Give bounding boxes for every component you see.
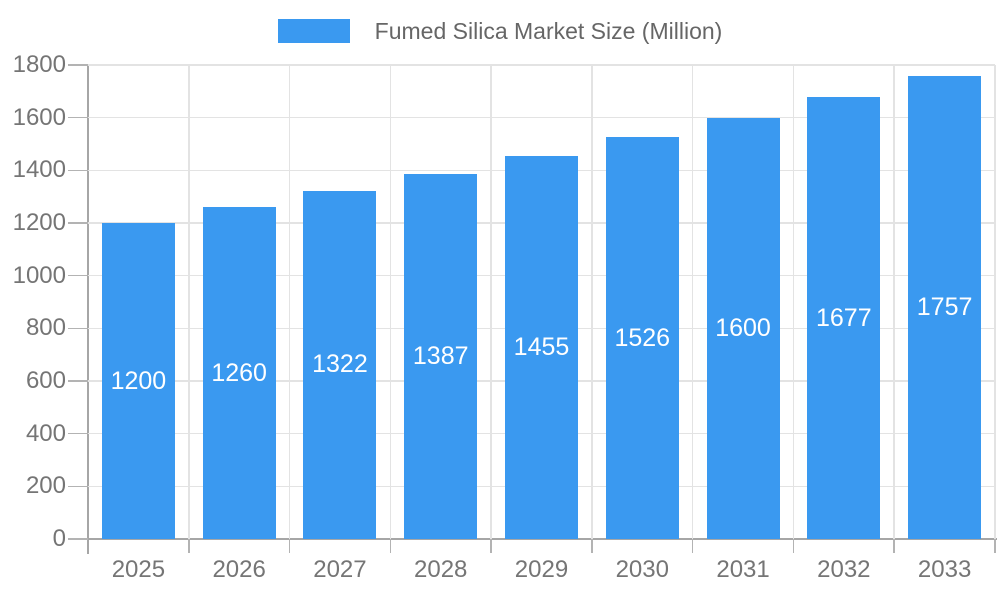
bar-2025[interactable] <box>101 223 175 539</box>
x-axis-label: 2033 <box>917 556 972 583</box>
x-axis-tick <box>994 539 996 553</box>
x-axis-label: 2029 <box>514 556 569 583</box>
y-axis-tick <box>68 327 88 330</box>
y-axis-tick <box>68 169 88 172</box>
x-axis-label: 2027 <box>313 556 367 583</box>
legend[interactable]: Fumed Silica Market Size (Million) <box>0 17 1000 44</box>
bar-2033[interactable] <box>908 76 982 539</box>
bar-value-label: 1526 <box>614 323 671 352</box>
bar-2029[interactable] <box>505 155 578 539</box>
bar-value-label: 1387 <box>412 341 469 370</box>
bar-value-label: 1677 <box>816 303 872 332</box>
x-axis-label: 2031 <box>716 556 770 583</box>
bar-2026[interactable] <box>202 207 276 539</box>
x-axis-label: 2032 <box>817 556 871 583</box>
x-gridline <box>288 65 291 539</box>
y-axis-tick <box>68 432 88 435</box>
x-axis-label: 2026 <box>212 556 266 583</box>
y-gridline <box>88 64 995 66</box>
y-axis-label: 0 <box>52 525 66 552</box>
plot-area: 0 200 400 600 800 1000 1200 1400 1600 1800 1200 202… <box>13 51 997 583</box>
x-gridline <box>792 65 795 539</box>
bar-value-label: 1260 <box>211 358 267 387</box>
x-axis-tick <box>591 539 593 553</box>
y-axis-tick <box>68 222 88 224</box>
bar-2027[interactable] <box>303 190 377 539</box>
x-gridline <box>490 65 492 539</box>
y-axis-tick <box>68 274 88 277</box>
x-gridline <box>691 65 694 539</box>
bar-2031[interactable] <box>706 117 780 539</box>
bar-2028[interactable] <box>404 173 478 539</box>
legend-label[interactable]: Fumed Silica Market Size (Million) <box>374 17 723 44</box>
legend-swatch[interactable] <box>277 19 350 43</box>
y-axis-tick <box>68 485 88 488</box>
x-gridline <box>893 65 895 539</box>
y-axis-tick <box>68 116 88 119</box>
x-axis-tick <box>691 539 694 553</box>
y-axis-label: 1400 <box>12 156 66 184</box>
bar-value-label: 1600 <box>715 313 771 342</box>
y-axis-tick <box>68 64 88 66</box>
x-axis-label: 2025 <box>111 556 166 583</box>
y-axis-label: 600 <box>25 367 66 394</box>
x-axis-label: 2028 <box>414 556 468 583</box>
x-gridline <box>994 65 996 539</box>
x-axis-tick <box>490 539 492 553</box>
y-axis-label: 1800 <box>12 51 66 78</box>
bar-value-label: 1200 <box>110 366 167 395</box>
bar-value-label: 1322 <box>312 350 368 379</box>
x-axis-tick <box>188 539 190 553</box>
y-axis-line <box>87 65 89 554</box>
y-axis-label: 1600 <box>12 103 66 131</box>
y-axis-label: 1000 <box>12 261 66 289</box>
y-gridline <box>88 116 995 119</box>
x-axis-tick <box>893 539 895 553</box>
y-axis-label: 200 <box>25 472 66 500</box>
y-axis-tick <box>68 538 88 540</box>
y-axis-tick <box>68 380 88 382</box>
x-axis-label: 2030 <box>615 556 669 583</box>
bar-value-label: 1757 <box>916 293 973 322</box>
x-gridline <box>389 65 392 539</box>
x-axis-line <box>68 538 997 540</box>
y-axis-label: 1200 <box>12 209 66 236</box>
y-axis-label: 800 <box>25 314 66 342</box>
y-axis-label: 400 <box>25 419 66 447</box>
x-gridline <box>591 65 593 539</box>
x-axis-tick <box>792 539 795 553</box>
bar-value-label: 1455 <box>513 332 570 361</box>
x-axis-tick <box>389 539 392 553</box>
x-gridline <box>188 65 190 539</box>
bar-2032[interactable] <box>807 97 881 539</box>
x-axis-tick <box>288 539 291 553</box>
bar-2030[interactable] <box>605 137 679 539</box>
